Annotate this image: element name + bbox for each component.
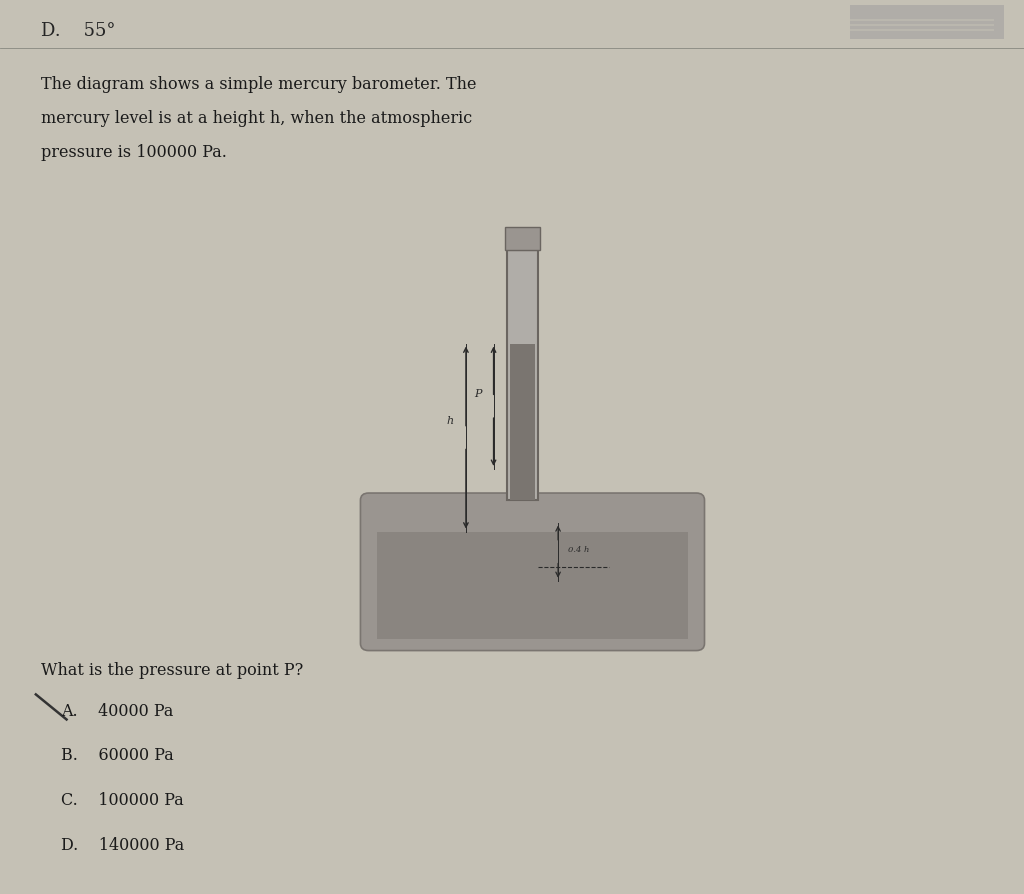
Text: 0.4 h: 0.4 h — [568, 546, 590, 553]
Bar — [850, 6, 1004, 40]
Text: B.    60000 Pa: B. 60000 Pa — [61, 746, 174, 763]
Text: D.    140000 Pa: D. 140000 Pa — [61, 836, 184, 853]
Text: What is the pressure at point P?: What is the pressure at point P? — [41, 662, 303, 679]
Text: mercury level is at a height h, when the atmospheric: mercury level is at a height h, when the… — [41, 110, 472, 127]
Text: The diagram shows a simple mercury barometer. The: The diagram shows a simple mercury barom… — [41, 76, 476, 93]
Text: P: P — [474, 388, 481, 399]
Text: h: h — [446, 415, 454, 426]
Text: C.    100000 Pa: C. 100000 Pa — [61, 791, 184, 808]
FancyBboxPatch shape — [360, 493, 705, 651]
Text: pressure is 100000 Pa.: pressure is 100000 Pa. — [41, 144, 227, 161]
Text: A.    40000 Pa: A. 40000 Pa — [61, 702, 174, 719]
Bar — [505, 228, 540, 250]
Bar — [507, 250, 538, 501]
Text: D.    55°: D. 55° — [41, 22, 116, 40]
Bar — [377, 532, 688, 639]
Bar — [510, 344, 535, 501]
